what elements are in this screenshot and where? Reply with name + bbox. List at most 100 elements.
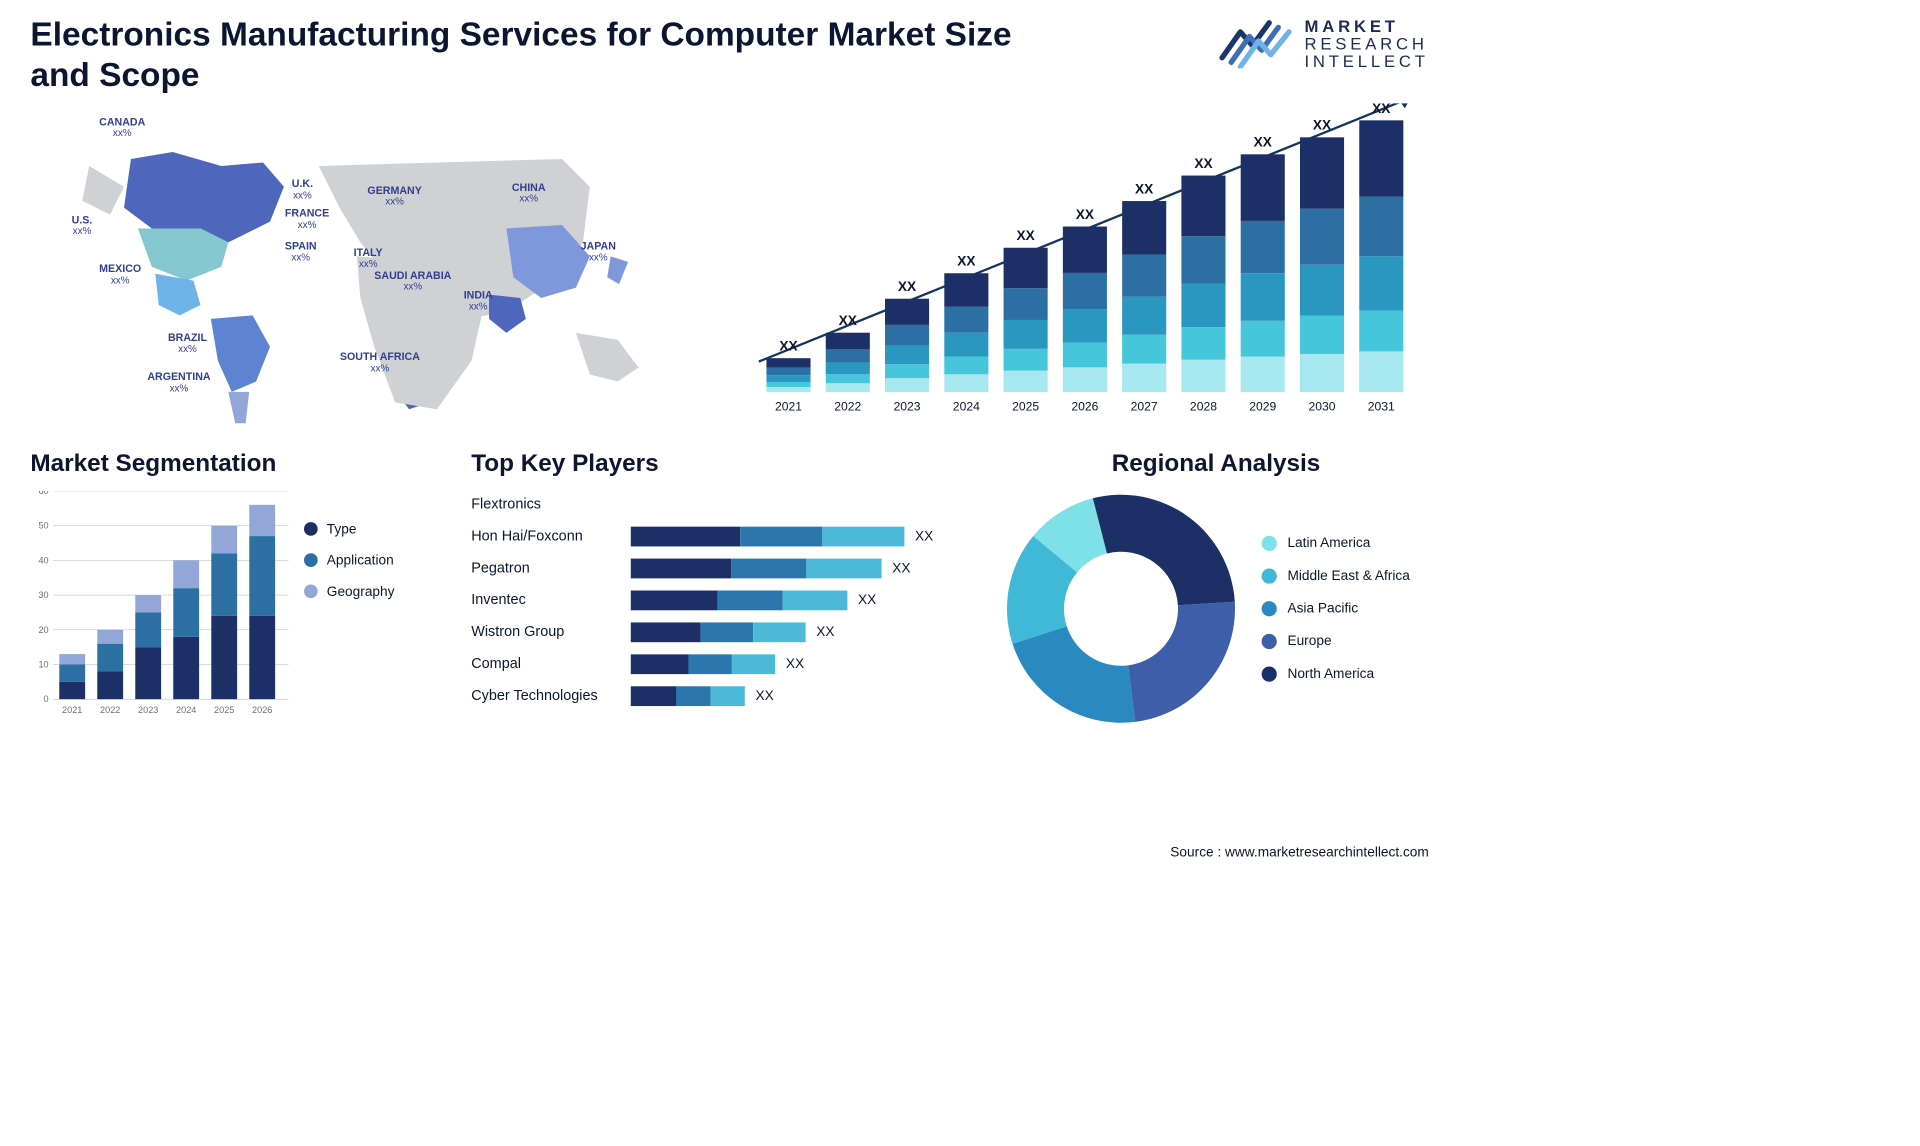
map-country-label: CANADAxx% xyxy=(99,116,145,139)
map-country-label: INDIAxx% xyxy=(464,289,493,312)
player-name: Wistron Group xyxy=(471,624,631,641)
map-country-label: FRANCExx% xyxy=(285,208,329,231)
svg-text:2021: 2021 xyxy=(62,705,82,715)
section-title: Market Segmentation xyxy=(30,449,456,477)
svg-text:XX: XX xyxy=(1076,207,1094,222)
svg-text:XX: XX xyxy=(1016,228,1034,243)
player-row: Wistron Group XX xyxy=(471,618,988,645)
player-name: Cyber Technologies xyxy=(471,687,631,704)
section-title: Top Key Players xyxy=(471,449,988,477)
player-value: XX xyxy=(858,592,876,608)
svg-text:2024: 2024 xyxy=(176,705,196,715)
map-country-label: SAUDI ARABIAxx% xyxy=(374,270,451,293)
player-value: XX xyxy=(892,560,910,576)
legend-item: North America xyxy=(1262,666,1410,682)
page-title: Electronics Manufacturing Services for C… xyxy=(30,15,1018,95)
svg-text:20: 20 xyxy=(38,625,48,635)
map-country-label: SPAINxx% xyxy=(285,240,317,263)
map-country-label: CHINAxx% xyxy=(512,181,546,204)
legend-item: Type xyxy=(304,521,394,537)
legend-item: Asia Pacific xyxy=(1262,600,1410,616)
player-row: Hon Hai/Foxconn XX xyxy=(471,523,988,550)
player-value: XX xyxy=(786,656,804,672)
segmentation-panel: Market Segmentation 0 10 20 30 40 50 60 2021 202… xyxy=(30,449,456,726)
player-name: Hon Hai/Foxconn xyxy=(471,528,631,545)
map-country-label: MEXICOxx% xyxy=(99,263,141,286)
svg-text:30: 30 xyxy=(38,590,48,600)
world-map-panel: CANADAxx% U.S.xx% MEXICOxx% BRAZILxx% ARGENT… xyxy=(30,103,718,430)
player-row: Inventec XX xyxy=(471,586,988,613)
player-row: Pegatron XX xyxy=(471,554,988,581)
player-name: Pegatron xyxy=(471,560,631,577)
map-country-label: ITALYxx% xyxy=(354,247,383,270)
player-value: XX xyxy=(915,528,933,544)
svg-text:2031: 2031 xyxy=(1368,399,1395,413)
svg-text:0: 0 xyxy=(44,694,49,704)
map-country-label: U.K.xx% xyxy=(292,178,313,201)
svg-text:XX: XX xyxy=(1135,181,1153,196)
map-country-label: JAPANxx% xyxy=(581,240,616,263)
player-value: XX xyxy=(755,688,773,704)
player-name: Inventec xyxy=(471,592,631,609)
svg-text:2023: 2023 xyxy=(894,399,921,413)
svg-text:XX: XX xyxy=(1254,134,1272,149)
regional-legend: Latin America Middle East & Africa Asia Pa… xyxy=(1262,535,1410,682)
segmentation-bar-chart: 0 10 20 30 40 50 60 2021 2022 2023 2024 2025 2026 xyxy=(30,491,288,719)
logo-text: MARKET RESEARCH INTELLECT xyxy=(1304,17,1428,70)
svg-text:XX: XX xyxy=(779,338,797,353)
players-list: FlextronicsHon Hai/FoxconnXXPegatronXXIn… xyxy=(471,491,988,710)
player-name: Flextronics xyxy=(471,496,631,513)
svg-text:2028: 2028 xyxy=(1190,399,1217,413)
svg-text:2023: 2023 xyxy=(138,705,158,715)
svg-text:XX: XX xyxy=(898,279,916,294)
logo-line: MARKET xyxy=(1304,17,1428,35)
svg-text:XX: XX xyxy=(1194,156,1212,171)
map-country-label: U.S.xx% xyxy=(72,214,93,237)
svg-text:XX: XX xyxy=(1372,103,1390,115)
svg-text:2026: 2026 xyxy=(1071,399,1098,413)
svg-text:2029: 2029 xyxy=(1249,399,1276,413)
player-row: Flextronics xyxy=(471,491,988,518)
svg-text:2022: 2022 xyxy=(834,399,861,413)
svg-text:60: 60 xyxy=(38,491,48,496)
svg-text:2026: 2026 xyxy=(252,705,272,715)
growth-chart-panel: XX 2021 XX 2022 XX 2023 XX 2024 XX 2025 XX 2026 XX 20… xyxy=(741,103,1429,430)
player-row: CompalXX xyxy=(471,650,988,677)
svg-text:50: 50 xyxy=(38,520,48,530)
player-row: Cyber Technologies XX xyxy=(471,682,988,709)
legend-item: Geography xyxy=(304,583,394,599)
legend-item: Middle East & Africa xyxy=(1262,568,1410,584)
logo-mark-icon xyxy=(1219,15,1295,72)
legend-item: Europe xyxy=(1262,633,1410,649)
legend-item: Latin America xyxy=(1262,535,1410,551)
svg-text:2025: 2025 xyxy=(214,705,234,715)
player-value: XX xyxy=(816,624,834,640)
svg-text:10: 10 xyxy=(38,659,48,669)
svg-text:XX: XX xyxy=(957,253,975,268)
header: Electronics Manufacturing Services for C… xyxy=(30,15,1428,95)
source-attribution: Source : www.marketresearchintellect.com xyxy=(1170,844,1428,860)
regional-donut-chart xyxy=(1003,491,1239,727)
brand-logo: MARKET RESEARCH INTELLECT xyxy=(1219,15,1428,72)
map-country-label: GERMANYxx% xyxy=(367,185,421,208)
svg-text:2025: 2025 xyxy=(1012,399,1039,413)
svg-text:2024: 2024 xyxy=(953,399,980,413)
logo-line: INTELLECT xyxy=(1304,52,1428,70)
svg-text:40: 40 xyxy=(38,555,48,565)
svg-text:XX: XX xyxy=(839,313,857,328)
growth-bar-chart: XX 2021 XX 2022 XX 2023 XX 2024 XX 2025 XX 2026 XX 20… xyxy=(741,103,1429,430)
players-panel: Top Key Players Flextronics Hon Hai/Foxco… xyxy=(471,449,988,726)
map-country-label: SOUTH AFRICAxx% xyxy=(340,351,420,374)
regional-panel: Regional Analysis Latin America Middle Ea… xyxy=(1003,449,1429,726)
segmentation-legend: Type Application Geography xyxy=(304,491,394,719)
svg-text:2030: 2030 xyxy=(1308,399,1335,413)
svg-text:XX: XX xyxy=(1313,117,1331,132)
svg-text:2021: 2021 xyxy=(775,399,802,413)
section-title: Regional Analysis xyxy=(1003,449,1429,477)
svg-text:2022: 2022 xyxy=(100,705,120,715)
svg-text:2027: 2027 xyxy=(1131,399,1158,413)
map-country-label: BRAZILxx% xyxy=(168,332,207,355)
map-country-label: ARGENTINAxx% xyxy=(147,371,210,394)
logo-line: RESEARCH xyxy=(1304,35,1428,53)
legend-item: Application xyxy=(304,552,394,568)
